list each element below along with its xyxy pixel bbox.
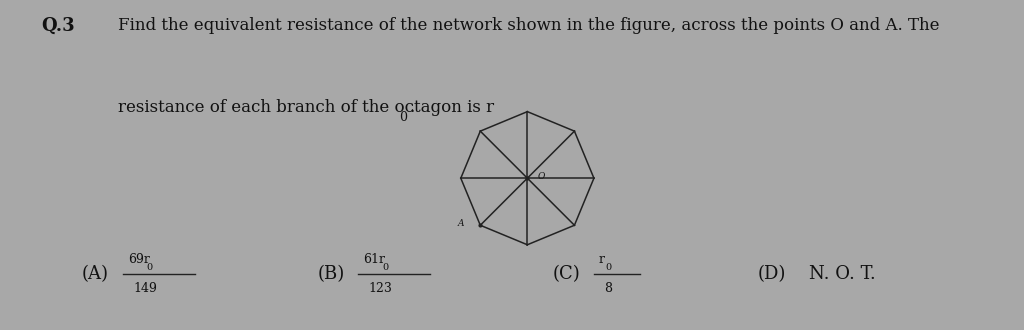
Text: 69r: 69r: [128, 252, 150, 266]
Text: 0: 0: [399, 111, 408, 123]
Text: resistance of each branch of the octagon is r: resistance of each branch of the octagon…: [118, 99, 494, 116]
Text: N. O. T.: N. O. T.: [809, 265, 876, 283]
Text: A: A: [458, 219, 464, 228]
Text: r: r: [599, 252, 605, 266]
Text: (B): (B): [317, 265, 345, 283]
Text: 0: 0: [146, 263, 153, 272]
Text: (C): (C): [553, 265, 581, 283]
Text: Find the equivalent resistance of the network shown in the figure, across the po: Find the equivalent resistance of the ne…: [118, 16, 939, 34]
Text: 0: 0: [605, 263, 611, 272]
Text: 61r: 61r: [364, 252, 385, 266]
Text: O: O: [538, 172, 545, 181]
Text: 123: 123: [369, 282, 392, 295]
Text: 149: 149: [133, 282, 157, 295]
Text: (A): (A): [82, 265, 109, 283]
Text: 8: 8: [604, 282, 612, 295]
Text: (D): (D): [758, 265, 786, 283]
Text: Q.3: Q.3: [41, 16, 75, 35]
Text: 0: 0: [382, 263, 388, 272]
Text: .: .: [410, 99, 415, 116]
